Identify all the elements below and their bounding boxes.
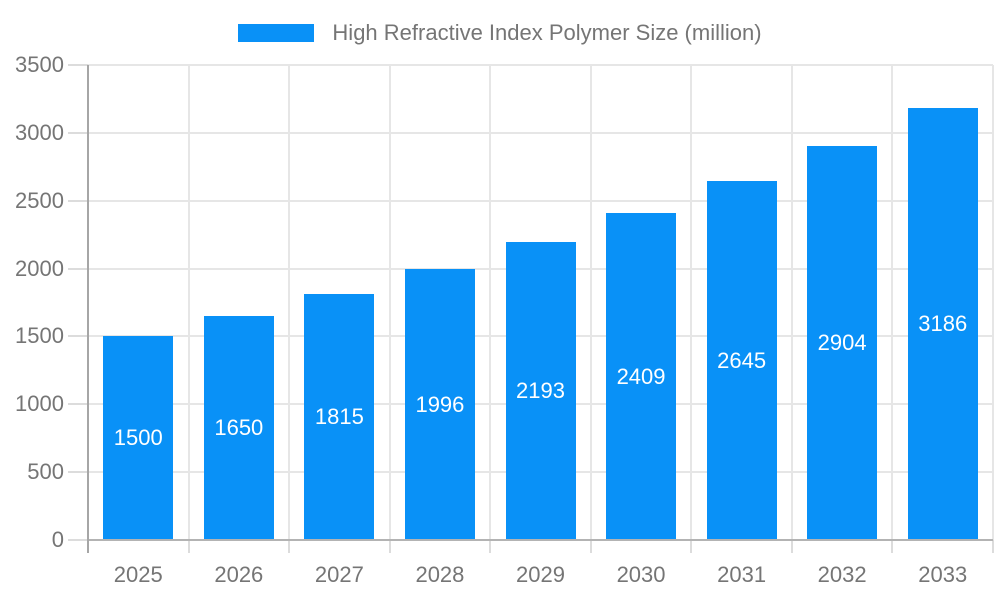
y-axis-tick (68, 539, 88, 541)
y-axis-line (87, 65, 89, 553)
x-gridline (187, 65, 190, 540)
x-gridline (288, 65, 291, 540)
bar-2030[interactable]: 2409 (606, 213, 677, 540)
bar-value-label: 2409 (616, 363, 666, 389)
x-axis-label-2030: 2030 (616, 562, 666, 587)
x-gridline (992, 65, 994, 540)
x-axis-tick (187, 540, 190, 553)
x-axis-tick (288, 540, 291, 553)
bar-value-label: 1500 (113, 425, 163, 451)
bar-2026[interactable]: 1650 (203, 316, 274, 540)
y-gridline (88, 131, 993, 134)
x-axis-label-2033: 2033 (918, 562, 968, 587)
x-axis-tick (589, 540, 592, 553)
x-gridline (489, 65, 492, 540)
bar-value-label: 1996 (415, 391, 465, 417)
y-axis-label: 500 (27, 459, 64, 485)
y-axis-tick (68, 64, 88, 66)
x-axis-label-2026: 2026 (214, 562, 264, 587)
x-gridline (388, 65, 391, 540)
y-gridline (88, 199, 993, 202)
bar-value-label: 2904 (817, 329, 867, 355)
y-axis-tick (68, 335, 88, 338)
bar-value-label: 1815 (314, 403, 364, 429)
y-axis-label: 1000 (15, 391, 64, 417)
y-axis-label: 0 (51, 527, 64, 552)
chart-legend[interactable]: High Refractive Index Polymer Size (mill… (0, 16, 1000, 50)
x-axis-tick (790, 540, 793, 553)
x-axis-label-2027: 2027 (314, 562, 364, 587)
bar-2025[interactable]: 1500 (103, 336, 174, 540)
bar-value-label: 1650 (214, 415, 264, 441)
x-axis-label-2032: 2032 (817, 562, 867, 587)
y-axis-label: 2000 (15, 255, 64, 281)
x-gridline (790, 65, 793, 540)
x-axis-line (88, 539, 993, 541)
bar-2033[interactable]: 3186 (907, 107, 978, 540)
x-axis-label-2029: 2029 (516, 562, 565, 587)
x-axis-tick (489, 540, 492, 553)
y-axis-label: 2500 (15, 187, 64, 213)
y-gridline (88, 64, 993, 66)
y-axis-tick (68, 471, 88, 474)
x-axis-tick (690, 540, 693, 553)
x-axis-tick (992, 540, 994, 553)
x-gridline (690, 65, 693, 540)
bar-2032[interactable]: 2904 (807, 145, 878, 540)
bar-value-label: 2193 (516, 378, 565, 404)
x-axis-tick (891, 540, 894, 553)
bar-value-label: 2645 (717, 347, 767, 373)
x-axis-label-2031: 2031 (717, 562, 767, 587)
bar-2028[interactable]: 1996 (404, 269, 475, 540)
bar-2027[interactable]: 1815 (304, 293, 375, 540)
x-axis-label-2025: 2025 (113, 562, 163, 587)
bar-2031[interactable]: 2645 (706, 181, 777, 540)
y-axis-tick (68, 199, 88, 202)
x-axis-tick (388, 540, 391, 553)
bar-2029[interactable]: 2193 (505, 242, 576, 540)
y-axis-tick (68, 267, 88, 270)
x-axis-label-2028: 2028 (415, 562, 465, 587)
legend-swatch-icon (238, 24, 315, 42)
y-axis-tick (68, 403, 88, 406)
x-gridline (589, 65, 592, 540)
y-axis-label: 3000 (15, 119, 64, 145)
x-gridline (891, 65, 894, 540)
y-axis-label: 1500 (15, 323, 64, 349)
bar-value-label: 3186 (918, 310, 968, 336)
y-axis-label: 3500 (15, 52, 64, 77)
y-axis-tick (68, 131, 88, 134)
legend-label: High Refractive Index Polymer Size (mill… (332, 20, 762, 45)
